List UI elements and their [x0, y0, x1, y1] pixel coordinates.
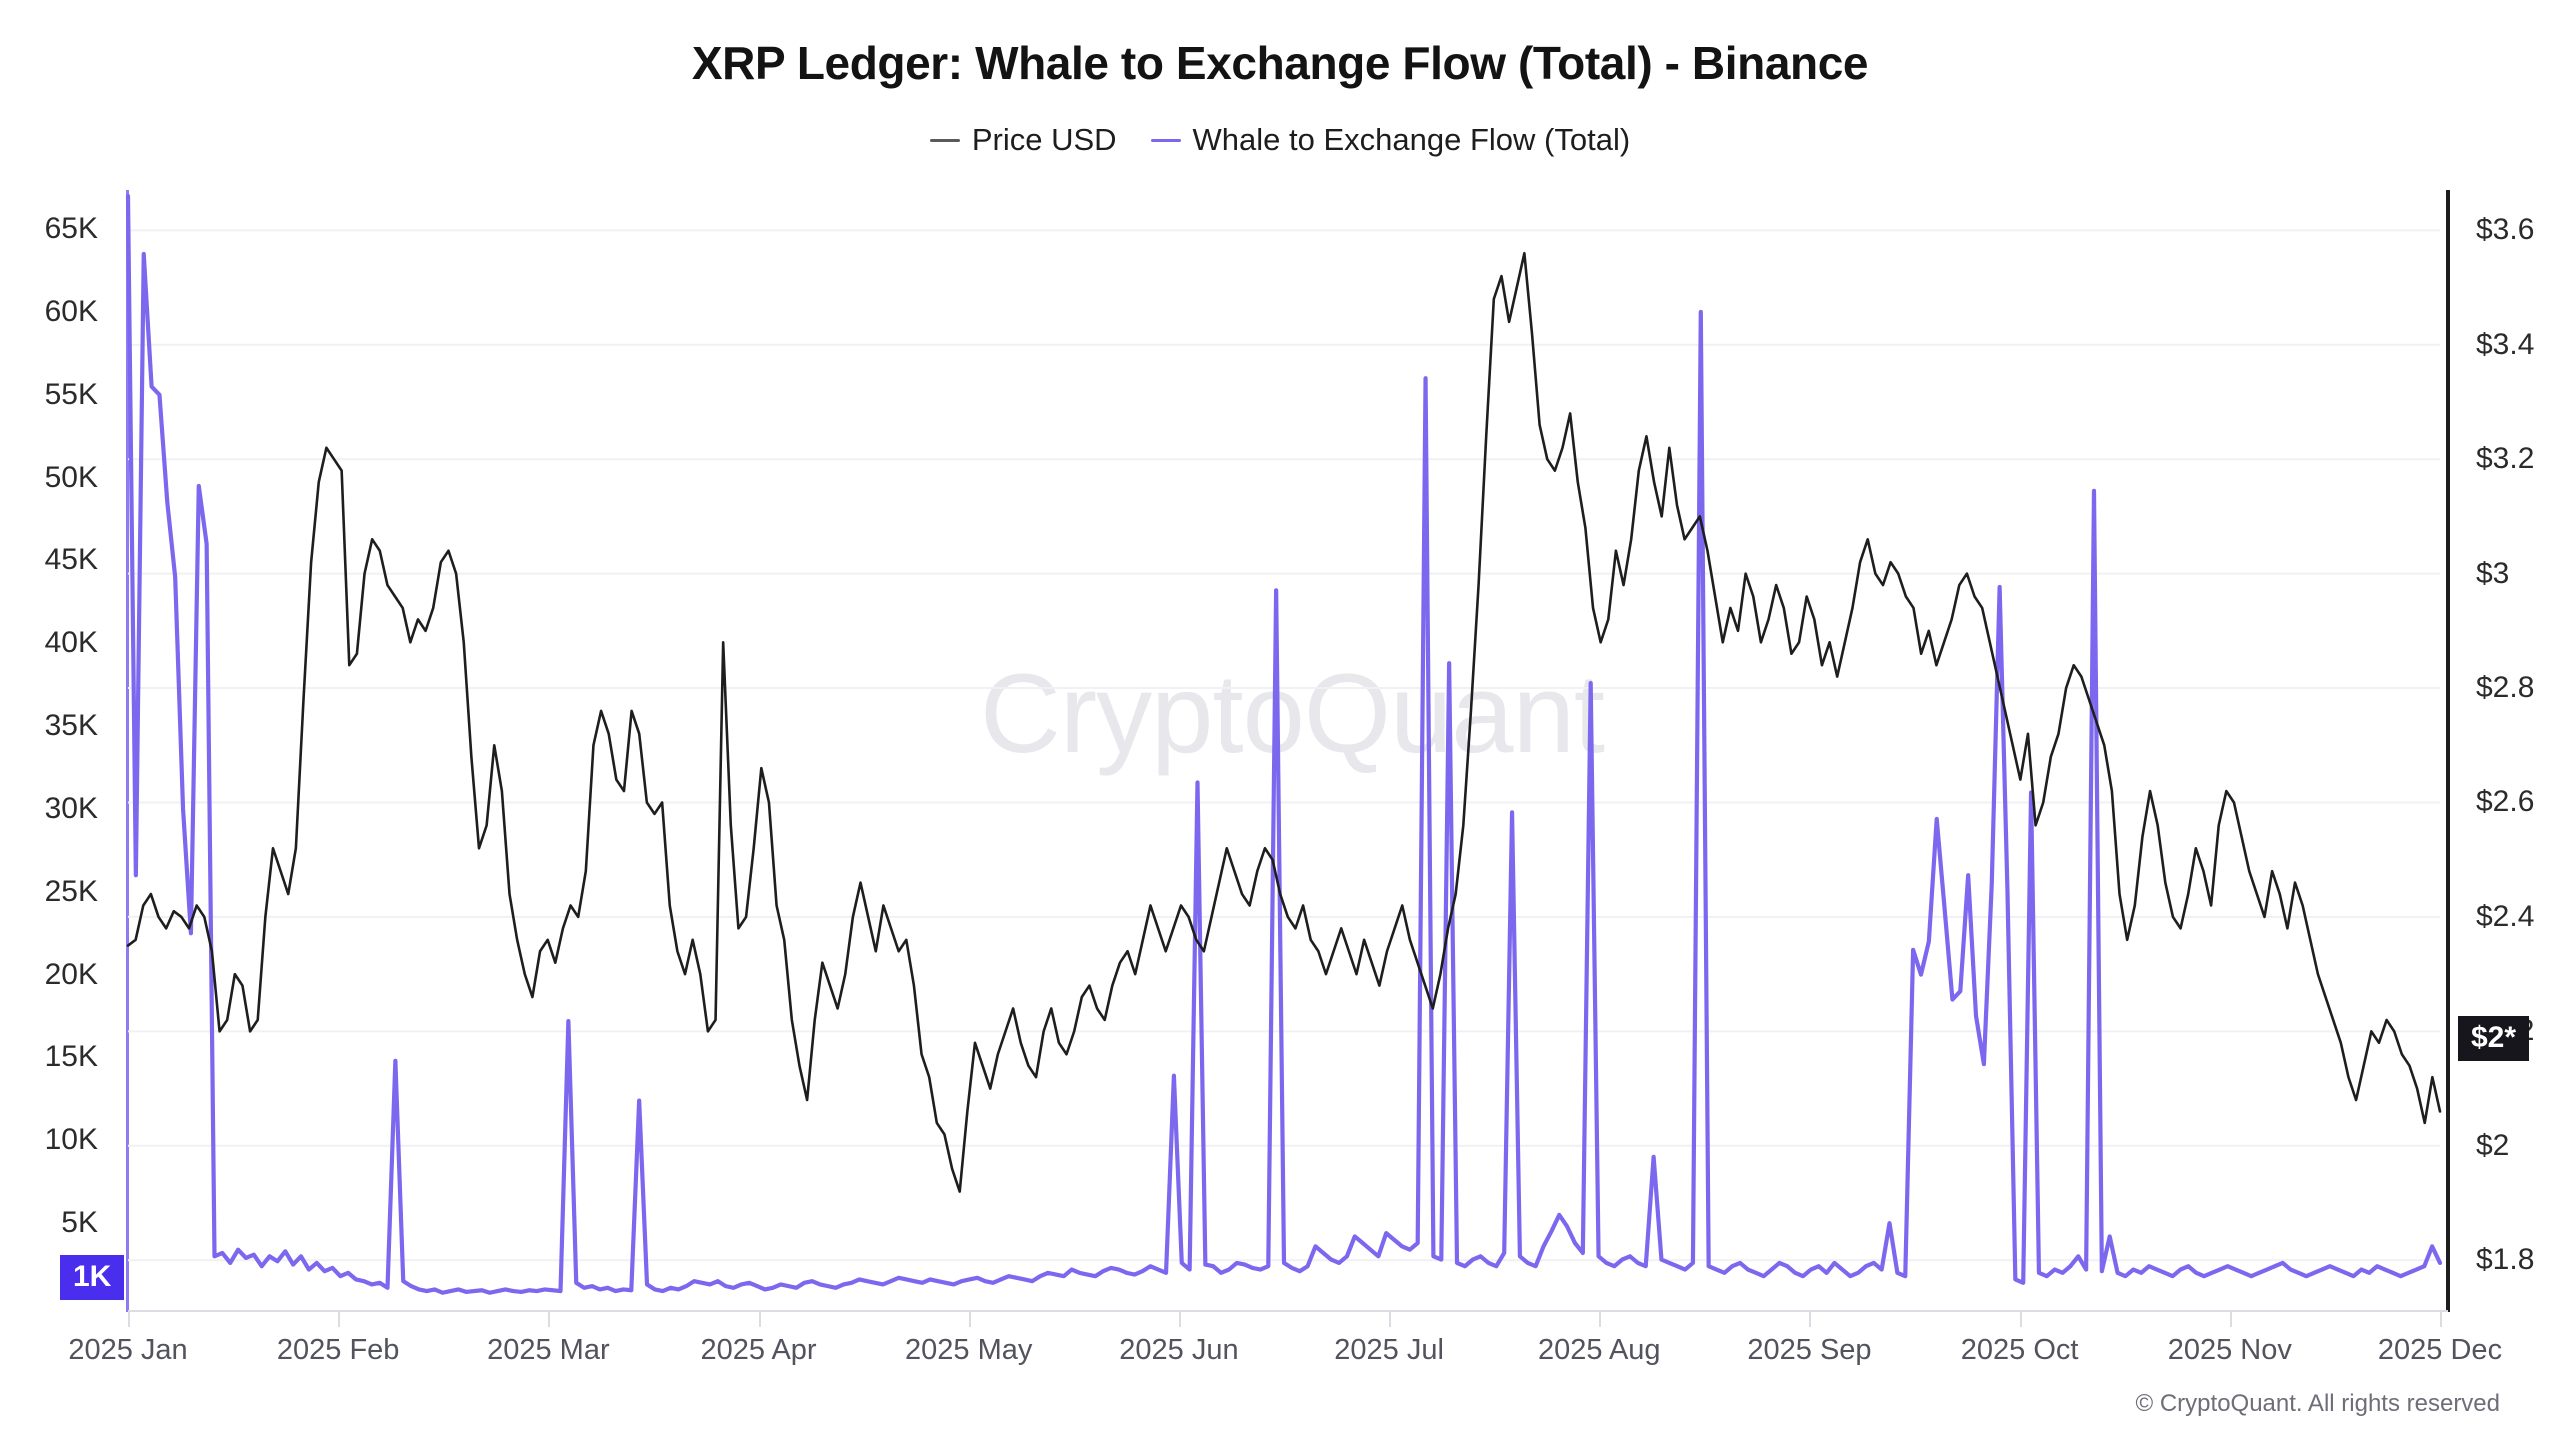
x-axis-tick [758, 1310, 761, 1327]
left-axis-tick-label: 20K [44, 957, 98, 991]
left-axis-ticks: 5K 10K 15K 20K 25K 30K 35K 40K 45K 50K 55K 60K 65K [0, 196, 120, 1306]
chart-plot-svg [125, 193, 2443, 1295]
left-axis-spine [126, 190, 129, 1312]
legend-item-price[interactable]: Price USD [929, 122, 1117, 158]
right-axis-tick-label: $3.4 [2476, 327, 2535, 361]
x-axis-tick [2019, 1310, 2022, 1327]
series-line-price-usd [126, 251, 2442, 1193]
left-axis-current-value-badge: 1K [60, 1255, 125, 1300]
right-axis-current-value-badge: $2* [2458, 1016, 2530, 1061]
right-axis-ticks: $1.8$2$2.2$2.4$2.6$2.8$3$3.2$3.4$3.6 [2452, 196, 2560, 1306]
left-axis-tick-label: 60K [44, 294, 98, 328]
left-axis-tick-label: 50K [44, 460, 98, 494]
legend-line-icon-flow [1150, 138, 1181, 142]
right-axis-tick-label: $1.8 [2476, 1243, 2535, 1277]
x-axis-tick-label: 2025 Sep [1747, 1334, 1872, 1366]
x-axis-ticks [128, 1310, 2442, 1328]
x-axis-tick-label: 2025 May [905, 1334, 1033, 1366]
x-axis-tick [548, 1310, 551, 1327]
x-axis-tick-label: 2025 Dec [2377, 1334, 2503, 1366]
left-axis-tick-label: 55K [44, 377, 98, 411]
left-axis-tick-label: 10K [44, 1123, 98, 1157]
legend-label-price: Price USD [971, 122, 1117, 157]
x-axis-tick-label: 2025 Nov [2167, 1334, 2292, 1366]
right-axis-tick-label: $3.6 [2476, 213, 2535, 247]
x-axis-tick-label: 2025 Jun [1119, 1334, 1239, 1366]
left-axis-tick-label: 65K [44, 212, 98, 246]
right-axis-tick-label: $2 [2476, 1128, 2510, 1162]
right-axis-tick-label: $2.8 [2476, 671, 2535, 705]
x-axis-tick [1178, 1310, 1181, 1327]
legend-item-flow[interactable]: Whale to Exchange Flow (Total) [1150, 122, 1631, 158]
x-axis-tick [338, 1310, 341, 1327]
right-axis-tick-label: $3 [2476, 556, 2510, 590]
x-axis-tick-label: 2025 Apr [700, 1334, 817, 1366]
bottom-axis-spine [128, 1310, 2448, 1312]
left-axis-tick-label: 5K [61, 1206, 98, 1240]
legend-line-icon-price [929, 138, 960, 142]
x-axis-tick [968, 1310, 971, 1327]
x-axis-tick-label: 2025 Mar [487, 1334, 610, 1366]
x-axis-tick [1599, 1310, 1602, 1327]
right-axis-tick-label: $2.4 [2476, 899, 2535, 933]
x-axis-labels: 2025 Jan 2025 Feb 2025 Mar 2025 Apr 2025 May… [0, 1334, 2560, 1382]
right-axis-tick-label: $3.2 [2476, 442, 2535, 476]
left-axis-tick-label: 30K [44, 791, 98, 825]
x-axis-tick-label: 2025 Jan [68, 1334, 188, 1366]
right-axis-spine [2446, 190, 2450, 1312]
left-axis-tick-label: 25K [44, 874, 98, 908]
right-axis-tick-label: $2.6 [2476, 785, 2535, 819]
x-axis-tick-label: 2025 Feb [276, 1334, 400, 1366]
x-axis-tick [1389, 1310, 1392, 1327]
copyright-credit: © CryptoQuant. All rights reserved [2135, 1390, 2501, 1417]
left-axis-tick-label: 15K [44, 1040, 98, 1074]
series-line-whale-to-exchange-flow [125, 193, 2443, 1295]
left-axis-tick-label: 40K [44, 626, 98, 660]
legend-label-flow: Whale to Exchange Flow (Total) [1192, 122, 1631, 157]
chart-legend: Price USD Whale to Exchange Flow (Total) [0, 122, 2560, 158]
x-axis-tick [1809, 1310, 1812, 1327]
left-axis-tick-label: 35K [44, 709, 98, 743]
x-axis-tick [2440, 1310, 2442, 1327]
x-axis-tick [128, 1310, 130, 1327]
x-axis-tick-label: 2025 Oct [1960, 1334, 2079, 1366]
page-title: XRP Ledger: Whale to Exchange Flow (Tota… [691, 37, 1869, 89]
x-axis-tick-label: 2025 Aug [1537, 1334, 1661, 1366]
x-axis-tick [2229, 1310, 2232, 1327]
x-axis-tick-label: 2025 Jul [1334, 1334, 1444, 1366]
plot-area[interactable]: CryptoQuant [125, 193, 2443, 1306]
left-axis-tick-label: 45K [44, 543, 98, 577]
